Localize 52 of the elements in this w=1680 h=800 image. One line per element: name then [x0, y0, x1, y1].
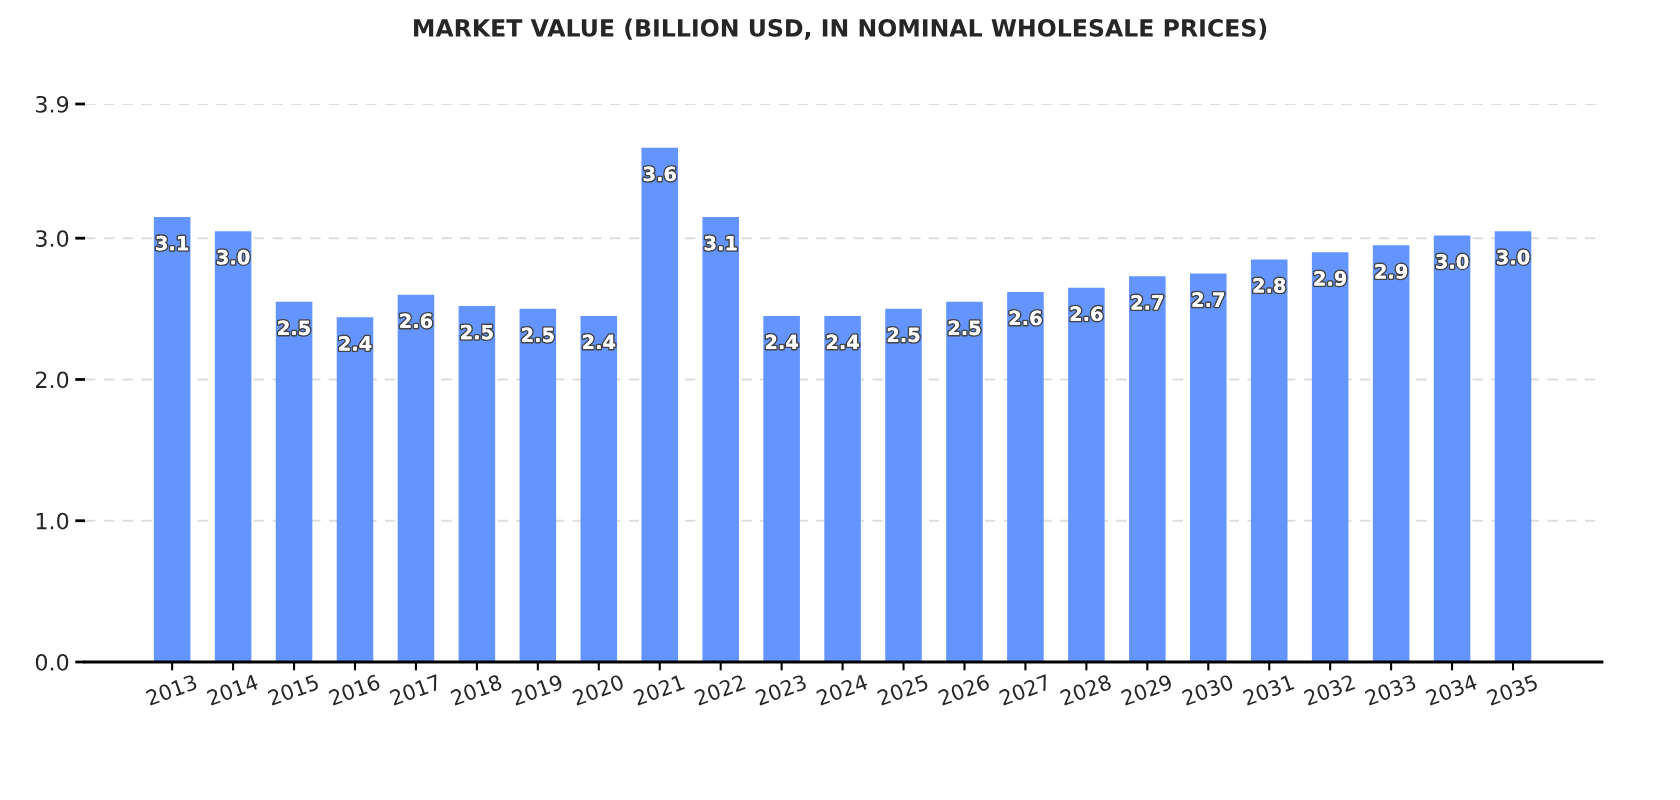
- x-tick-label: 2026: [937, 673, 991, 706]
- x-tick-label: 2021: [632, 674, 685, 706]
- data-label: 2.6: [1070, 306, 1103, 322]
- data-label: 2.7: [1131, 295, 1163, 310]
- data-label: 2.9: [1375, 263, 1408, 279]
- data-label: 3.1: [704, 235, 737, 251]
- data-label: 2.4: [765, 334, 798, 350]
- data-label: 2.4: [826, 334, 859, 350]
- chart-title: MARKET VALUE (BILLION USD, IN NOMINAL WHOLESALE PRICES): [414, 18, 1267, 40]
- data-label: 2.6: [400, 313, 433, 329]
- x-tick-label: 2024: [815, 673, 869, 706]
- x-tick-label: 2025: [876, 674, 929, 706]
- data-label: 3.6: [643, 166, 676, 182]
- y-tick-label: 3.9: [36, 95, 69, 113]
- x-tick-label: 2014: [206, 673, 259, 706]
- y-tick-label: 2.0: [36, 371, 69, 389]
- x-tick-label: 2033: [1364, 674, 1417, 706]
- x-tick-label: 2023: [754, 674, 808, 706]
- data-label: 2.7: [1192, 292, 1224, 307]
- data-label: 2.5: [948, 320, 981, 336]
- x-tick-label: 2028: [1059, 673, 1113, 706]
- data-label: 2.5: [461, 324, 493, 340]
- data-label: 2.5: [522, 327, 554, 343]
- data-label: 2.6: [1009, 310, 1042, 326]
- x-tick-label: 2029: [1120, 673, 1173, 706]
- x-tick-label: 2027: [998, 674, 1051, 706]
- x-tick-label: 2019: [511, 673, 564, 706]
- data-label: 2.5: [887, 327, 920, 343]
- data-label: 2.4: [339, 336, 372, 351]
- x-tick-label: 2032: [1303, 674, 1356, 706]
- x-tick-label: 2031: [1242, 674, 1295, 706]
- x-tick-label: 2030: [1181, 673, 1234, 706]
- y-tick-label: 0.0: [35, 653, 69, 671]
- data-label: 3.0: [1436, 254, 1469, 269]
- data-label: 2.8: [1253, 278, 1286, 293]
- y-tick-label: 1.0: [36, 512, 69, 530]
- x-tick-label: 2018: [450, 673, 503, 706]
- data-label: 2.5: [278, 320, 310, 336]
- x-tick-label: 2034: [1425, 673, 1478, 706]
- x-tick-label: 2015: [267, 674, 320, 706]
- x-tick-label: 2020: [571, 673, 625, 706]
- x-tick-label: 2022: [693, 674, 746, 706]
- data-label: 2.9: [1314, 271, 1347, 286]
- y-tick-label: 3.0: [36, 230, 69, 247]
- x-tick-label: 2017: [389, 674, 442, 706]
- x-tick-label: 2016: [328, 673, 381, 706]
- x-tick-label: 2013: [145, 674, 198, 706]
- data-label: 3.0: [1497, 249, 1530, 265]
- x-tick-label: 2035: [1486, 674, 1539, 706]
- data-label: 2.4: [583, 334, 616, 350]
- data-label: 3.0: [217, 249, 250, 265]
- data-label: 3.1: [156, 235, 189, 251]
